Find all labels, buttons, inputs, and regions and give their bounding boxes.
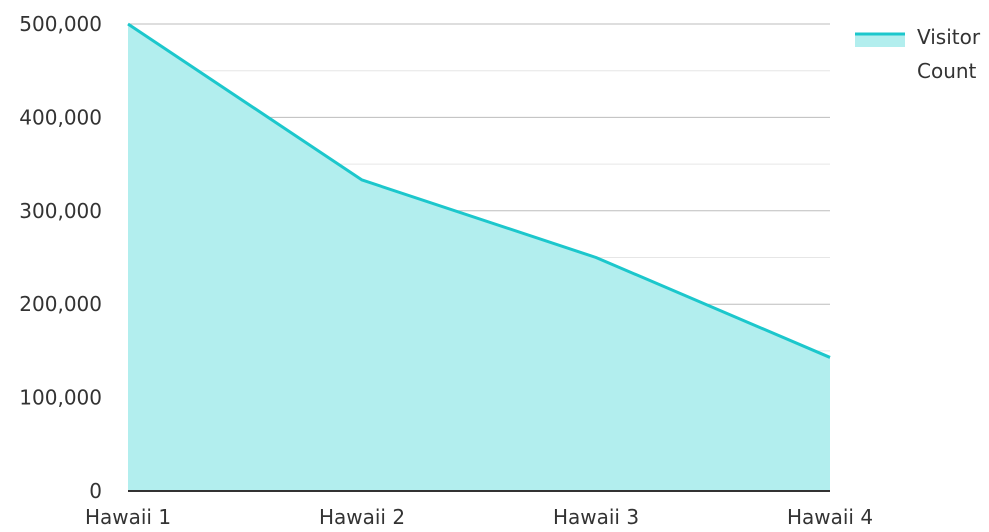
legend-swatch-fill [855,34,905,47]
y-tick-label: 300,000 [19,199,102,223]
y-tick-label: 200,000 [19,292,102,316]
x-tick-label: Hawaii 1 [85,505,171,528]
legend: Visitor Count [855,25,981,83]
legend-label-line-1: Visitor [917,25,981,49]
y-tick-label: 400,000 [19,105,102,129]
x-tick-label: Hawaii 3 [553,505,639,528]
y-tick-label: 0 [89,479,102,503]
y-tick-label: 500,000 [19,12,102,36]
x-tick-label: Hawaii 4 [787,505,873,528]
y-tick-label: 100,000 [19,386,102,410]
legend-label-line-2: Count [917,59,977,83]
x-tick-label: Hawaii 2 [319,505,405,528]
y-tick-labels: 0 100,000 200,000 300,000 400,000 500,000 [19,12,102,503]
x-tick-labels: Hawaii 1 Hawaii 2 Hawaii 3 Hawaii 4 [85,505,873,528]
